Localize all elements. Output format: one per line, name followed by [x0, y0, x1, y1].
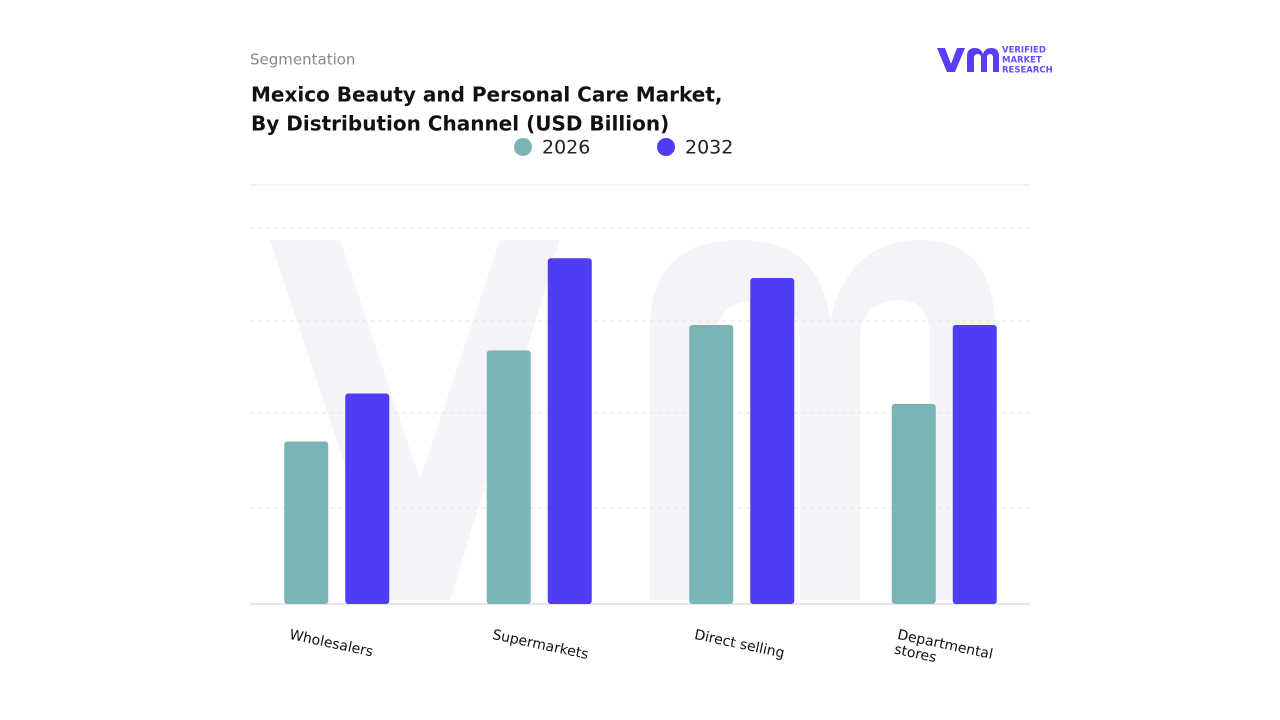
- logo-text: VERIFIED: [1002, 46, 1046, 56]
- legend-swatch: [657, 138, 675, 156]
- logo-mark: [937, 48, 999, 72]
- bar: [891, 403, 936, 604]
- logo: VERIFIED MARKET RESEARCH: [937, 46, 1053, 76]
- chart-title: By Distribution Channel (USD Billion): [251, 112, 669, 136]
- legend-label: 2032: [685, 137, 733, 159]
- bar: [345, 393, 390, 604]
- watermark: [270, 240, 995, 600]
- bar: [689, 324, 734, 604]
- logo-text: RESEARCH: [1002, 66, 1053, 76]
- bar: [952, 324, 997, 604]
- legend-swatch: [514, 138, 532, 156]
- bar: [547, 258, 592, 604]
- logo-text: MARKET: [1002, 56, 1042, 66]
- bar: [750, 278, 795, 604]
- legend-label: 2026: [542, 137, 590, 159]
- chart-title: Mexico Beauty and Personal Care Market,: [251, 83, 723, 107]
- bar: [486, 350, 531, 604]
- bar: [284, 441, 329, 604]
- kicker: Segmentation: [250, 51, 355, 69]
